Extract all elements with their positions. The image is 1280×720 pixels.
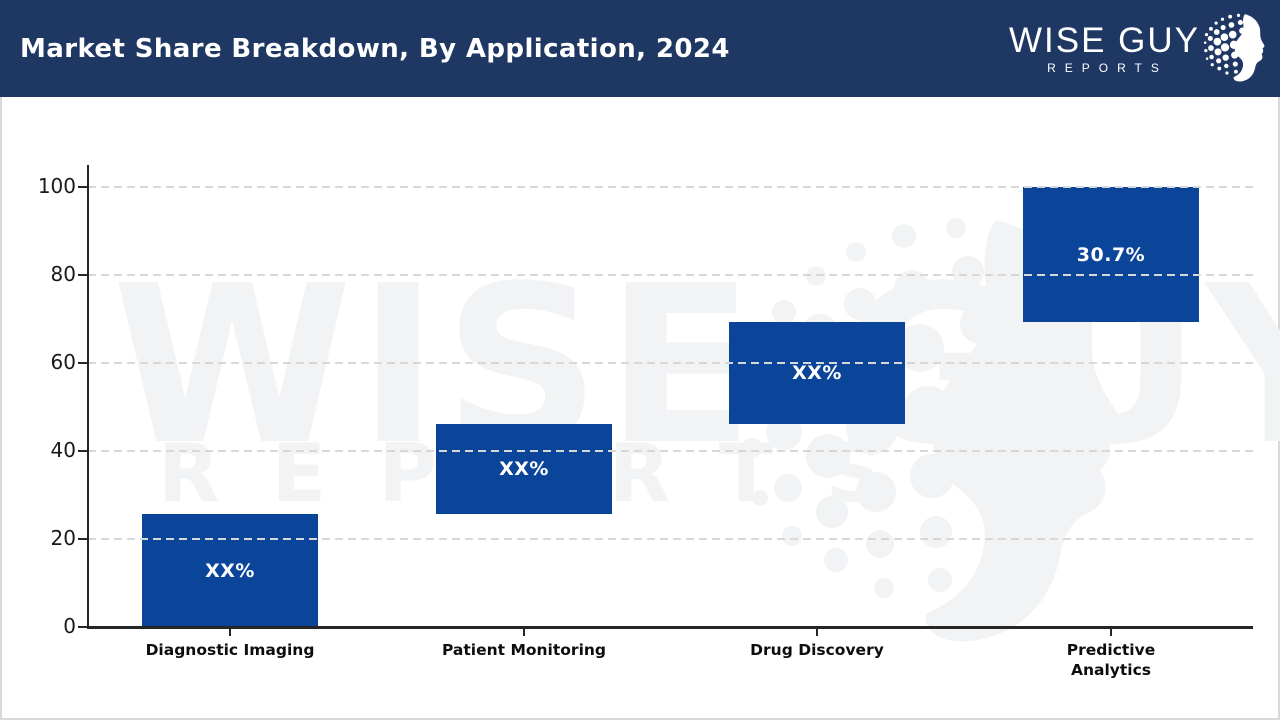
gridline xyxy=(88,186,1253,188)
y-tick-label: 40 xyxy=(50,438,76,462)
gridline xyxy=(88,450,1253,452)
gridline xyxy=(88,274,1253,276)
bar-value-label: XX% xyxy=(499,458,549,481)
logo-text: WISE GUY REPORTS xyxy=(1009,23,1200,75)
x-axis-line xyxy=(87,626,1253,629)
x-category-label: Drug Discovery xyxy=(750,641,884,659)
page-title: Market Share Breakdown, By Application, … xyxy=(20,33,730,64)
x-tick-mark xyxy=(816,629,818,636)
bar-segment: XX% xyxy=(436,423,612,515)
logo-wordmark: WISE GUY xyxy=(1008,20,1200,60)
bar-segment: XX% xyxy=(729,322,905,424)
x-category-label: Predictive Analytics xyxy=(1066,641,1156,679)
y-tick-mark xyxy=(78,362,87,364)
chart-canvas-frame xyxy=(0,97,1280,720)
x-category-label: Patient Monitoring xyxy=(441,641,607,659)
y-tick-mark xyxy=(78,626,87,628)
y-tick-label: 20 xyxy=(50,526,76,550)
y-tick-mark xyxy=(78,538,87,540)
y-tick-label: 60 xyxy=(50,350,76,374)
y-tick-label: 0 xyxy=(63,614,76,638)
y-tick-label: 100 xyxy=(37,174,76,198)
x-tick-mark xyxy=(523,629,525,636)
x-tick-mark xyxy=(229,629,231,636)
gridline xyxy=(88,538,1253,540)
x-category-label: Diagnostic Imaging xyxy=(145,641,315,659)
x-tick-mark xyxy=(1110,629,1112,636)
logo-reports-text: REPORTS xyxy=(1047,60,1168,75)
header-bar: Market Share Breakdown, By Application, … xyxy=(0,0,1280,97)
bar-value-label: 30.7% xyxy=(1076,243,1146,266)
gridline xyxy=(88,362,1253,364)
y-tick-mark xyxy=(78,450,87,452)
bar-segment: 30.7% xyxy=(1023,187,1199,323)
y-tick-mark xyxy=(78,186,87,188)
logo-face-icon xyxy=(1203,13,1265,82)
bar-segment: XX% xyxy=(142,514,318,627)
y-tick-mark xyxy=(78,274,87,276)
bar-value-label: XX% xyxy=(205,559,255,582)
y-axis-line xyxy=(87,165,89,629)
bar-value-label: XX% xyxy=(792,361,842,384)
y-tick-label: 80 xyxy=(50,262,76,286)
wise-guy-logo: WISE GUY REPORTS xyxy=(1009,11,1266,87)
